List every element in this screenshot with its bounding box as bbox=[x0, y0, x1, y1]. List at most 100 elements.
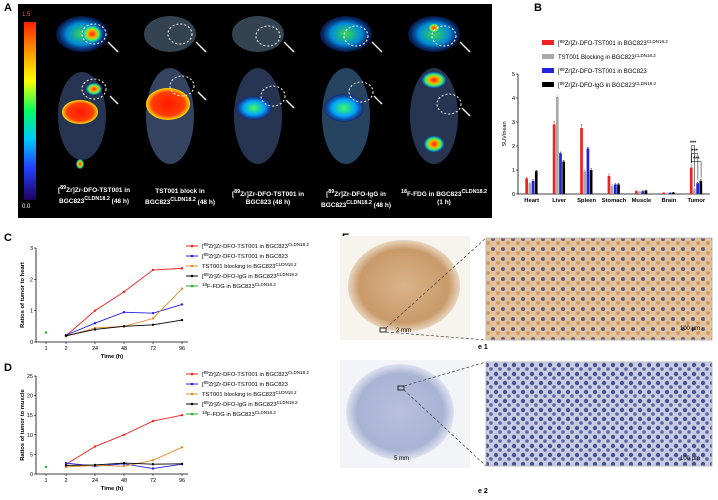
d-legend-dot bbox=[190, 412, 194, 416]
e1-zoom bbox=[485, 237, 713, 341]
b-y-tick-label: 5 bbox=[512, 72, 515, 78]
mouse-col-2 bbox=[144, 16, 196, 164]
caption-5: 18F-FDG in BGC823CLDN18.2 (1 h) bbox=[400, 189, 488, 207]
d-point bbox=[151, 459, 155, 462]
mouse-col-5 bbox=[408, 16, 462, 164]
b-bar bbox=[617, 184, 620, 194]
b-sig-label: *** bbox=[693, 157, 700, 163]
d-point bbox=[122, 464, 126, 468]
b-legend-swatch bbox=[542, 68, 554, 73]
b-bar bbox=[614, 184, 617, 194]
c-point bbox=[180, 287, 184, 290]
c-legend-label: 18F-FDG in BGC823CLDN18.2 bbox=[202, 282, 276, 291]
c-point bbox=[180, 267, 184, 270]
c-point bbox=[151, 323, 155, 326]
b-bar bbox=[699, 180, 703, 194]
color-scale-bar bbox=[24, 22, 36, 200]
b-bar bbox=[583, 171, 587, 194]
d-legend-label: [89Zr]Zr-DFO-TST001 in BGC823 bbox=[202, 380, 288, 389]
d-point bbox=[180, 446, 184, 449]
b-category-label: Heart bbox=[524, 198, 539, 204]
b-bar bbox=[665, 193, 669, 194]
c-x-tick-label: 2 bbox=[64, 346, 67, 352]
b-y-tick-label: 3 bbox=[512, 120, 515, 126]
d-x-tick-label: 72 bbox=[150, 478, 156, 484]
d-y-tick-label: 10 bbox=[27, 433, 33, 439]
b-category-label: Spleen bbox=[577, 198, 596, 204]
d-point bbox=[151, 419, 155, 423]
b-bar bbox=[607, 176, 611, 194]
c-y-tick-label: 2 bbox=[30, 277, 33, 283]
d-y-label: Ratios of tumor to muscle bbox=[20, 388, 26, 460]
d-legend-dot bbox=[190, 392, 194, 396]
caption-3: [89Zr]Zr-DFO-TST001 in BGC823 (48 h) bbox=[231, 189, 305, 207]
b-legend-swatch bbox=[542, 54, 554, 59]
d-legend-dot bbox=[190, 372, 194, 376]
d-point bbox=[151, 467, 155, 470]
b-bar bbox=[689, 167, 693, 194]
e2-zoom bbox=[485, 361, 713, 467]
b-category-label: Muscle bbox=[632, 198, 652, 204]
c-y-tick-label: 3 bbox=[30, 246, 33, 252]
c-series-line bbox=[65, 303, 183, 336]
b-bar bbox=[638, 191, 641, 194]
caption-4: [89Zr]Zr-DFO-IgG in BGC823CLDN18.2 (48 h… bbox=[321, 189, 391, 210]
panel-c-letter: C bbox=[4, 232, 12, 244]
c-legend-label: [89Zr]Zr-DFO-TST001 in BGC823 bbox=[202, 252, 288, 261]
c-point bbox=[151, 268, 155, 272]
b-bar bbox=[696, 183, 699, 194]
c-point bbox=[44, 331, 48, 334]
c-x-tick-label: 48 bbox=[121, 346, 127, 352]
c-point bbox=[122, 325, 126, 328]
chart-d: 0 5 10 15 20 25 1 2 24 48 72 96 Time (h) Ratios of tu… bbox=[20, 370, 309, 493]
c-legend-label: [89Zr]Zr-DFO-TST001 in BGC823CLDN18.2 bbox=[202, 242, 309, 251]
b-legend-swatch bbox=[542, 82, 554, 87]
scale-min-label: 0.0 bbox=[22, 204, 31, 210]
c-x-label: Time (h) bbox=[101, 354, 124, 360]
b-y-label: SUVmean bbox=[502, 121, 508, 146]
b-y-tick-label: 1 bbox=[512, 168, 515, 174]
b-bar bbox=[559, 153, 562, 194]
b-bar bbox=[555, 96, 559, 194]
pet-scans bbox=[56, 16, 471, 169]
b-bar bbox=[662, 192, 666, 194]
pet-image-panel: 1.5 0.0 bbox=[18, 4, 492, 218]
c-point bbox=[151, 311, 155, 315]
e1-zoom-scale: 100 μm bbox=[680, 326, 701, 332]
c-point bbox=[180, 303, 184, 306]
d-y-tick-label: 0 bbox=[30, 472, 33, 478]
b-bar bbox=[525, 178, 529, 194]
b-bar bbox=[610, 185, 614, 194]
b-bar bbox=[672, 192, 675, 194]
c-x-tick-label: 72 bbox=[150, 346, 156, 352]
panel-b-letter: B bbox=[534, 2, 542, 14]
scale-max-label: 1.5 bbox=[22, 12, 31, 18]
b-bar bbox=[641, 191, 645, 194]
d-x-tick-label: 1 bbox=[44, 478, 47, 484]
b-category-label: Brain bbox=[661, 198, 676, 204]
e1-label: e 1 bbox=[478, 344, 488, 351]
e2-scale: 5 mm bbox=[394, 456, 409, 462]
d-legend-label: [89Zr]Zr-DFO-TST001 in BGC823CLDN18.2 bbox=[202, 370, 309, 379]
mouse-col-4 bbox=[320, 16, 374, 164]
b-bar bbox=[589, 170, 593, 194]
c-legend-label: TST001 blocking in BGC823CLDN18.2 bbox=[202, 262, 297, 271]
b-legend-label: TST001 Blocking in BGC823CLDN18.2 bbox=[558, 53, 656, 62]
d-x-tick-label: 48 bbox=[121, 478, 127, 484]
d-legend-label: TST001 blocking in BGC823CLDN18.2 bbox=[202, 390, 297, 399]
c-point bbox=[93, 322, 97, 325]
d-point bbox=[122, 461, 126, 465]
panel-d-letter: D bbox=[4, 362, 12, 374]
b-bar bbox=[635, 191, 638, 194]
d-y-tick-label: 20 bbox=[27, 394, 33, 400]
e1-scale: 2 mm bbox=[396, 328, 411, 334]
d-point bbox=[151, 463, 155, 466]
mouse-col-1 bbox=[56, 16, 108, 169]
b-bar bbox=[531, 180, 535, 194]
d-point bbox=[44, 465, 48, 469]
d-point bbox=[93, 445, 97, 448]
d-y-tick-label: 5 bbox=[30, 452, 33, 458]
c-point bbox=[122, 311, 126, 314]
histology-images bbox=[340, 236, 713, 468]
c-x-tick-label: 1 bbox=[44, 346, 47, 352]
